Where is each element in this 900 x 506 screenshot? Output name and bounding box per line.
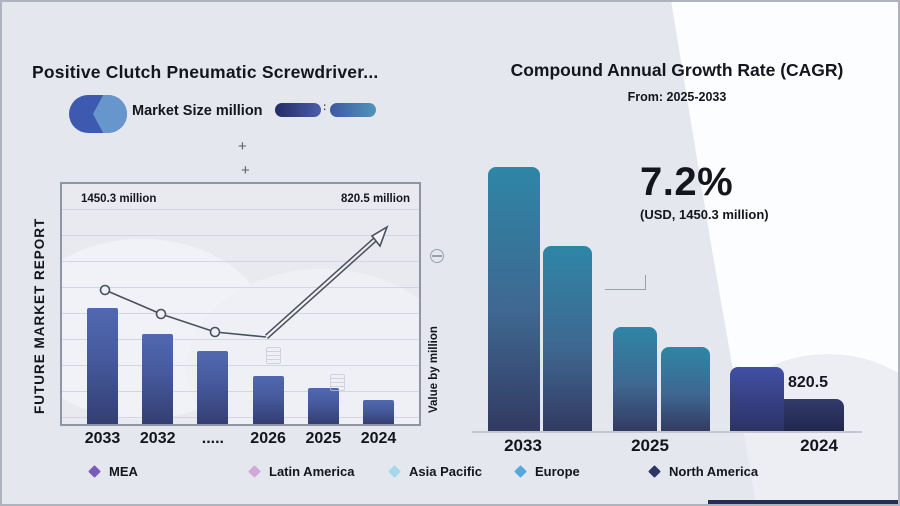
legend-item-europe: Europe	[514, 464, 580, 479]
x-tick-label: 2026	[250, 430, 286, 447]
x-tick-label: 2033	[504, 436, 542, 455]
y-axis-label: Value by million	[428, 326, 440, 413]
legend-item-mea: MEA	[88, 464, 138, 479]
report-title: Positive Clutch Pneumatic Screwdriver...	[32, 62, 379, 82]
legend-diamond-icon	[648, 465, 661, 478]
ratio-pill-right	[330, 103, 376, 117]
legend-label: Latin America	[269, 464, 355, 479]
bar-2033-bar-1	[488, 167, 540, 432]
value-label-2024: 820.5	[788, 374, 829, 391]
ratio-pill-left	[275, 103, 321, 117]
bar-2033	[87, 308, 118, 424]
cagr-detail: (USD, 1450.3 million)	[640, 207, 769, 222]
document-icon	[330, 374, 345, 391]
legend-diamond-icon	[248, 465, 261, 478]
x-tick-label: 2025	[305, 430, 342, 447]
legend-item-latin-america: Latin America	[248, 464, 355, 479]
x-tick-label: 2024	[360, 430, 397, 447]
market-size-label: Market Size million	[132, 103, 263, 119]
accent-strip	[708, 500, 898, 504]
plus-mark-icon: +	[241, 162, 250, 179]
ratio-separator: :	[323, 102, 327, 113]
circle-minus-icon	[430, 249, 444, 263]
annotation-start-value: 1450.3 million	[81, 193, 157, 205]
legend-label: North America	[669, 464, 759, 479]
bar-2024-bar-2	[784, 398, 844, 432]
market-size-chart: 1450.3 million 820.5 million	[60, 182, 421, 426]
cagr-title: Compound Annual Growth Rate (CAGR)	[510, 60, 844, 80]
bar-2026	[252, 376, 284, 424]
x-tick-label: 2025	[631, 436, 669, 455]
step-connector	[605, 275, 646, 290]
bar-2032	[142, 334, 174, 424]
legend-diamond-icon	[388, 465, 401, 478]
cagr-value: 7.2%	[640, 160, 734, 204]
cagr-chart	[475, 167, 860, 432]
legend-label: MEA	[109, 464, 138, 479]
legend-diamond-icon	[88, 465, 101, 478]
bar-2025	[307, 388, 339, 424]
bar-2033-bar-2	[543, 245, 592, 432]
legend-label: Europe	[535, 464, 580, 479]
bar-dots	[197, 351, 229, 424]
bar-2025-bar-2	[661, 346, 710, 432]
x-tick-label: 2024	[800, 436, 838, 455]
legend-item-asia-pacific: Asia Pacific	[388, 464, 482, 479]
bar-2024-bar-1	[730, 367, 784, 432]
document-icon	[266, 347, 281, 364]
side-watermark-label: FUTURE MARKET REPORT	[32, 217, 47, 414]
bar-2024	[363, 400, 394, 424]
region-legend: MEA Latin America Asia Pacific Europe North …	[2, 464, 898, 490]
x-tick-label: .....	[201, 430, 224, 447]
trend-line-overlay	[99, 225, 389, 339]
legend-diamond-icon	[514, 465, 527, 478]
brand-logo-icon	[69, 95, 127, 133]
x-axis-line	[472, 431, 862, 433]
annotation-end-value: 820.5 million	[340, 193, 410, 205]
legend-item-north-america: North America	[648, 464, 759, 479]
plus-mark-icon: +	[238, 138, 247, 155]
x-tick-label: 2032	[139, 430, 176, 447]
brand-logo-hex-icon	[93, 95, 127, 133]
bar-2025-bar-1	[613, 327, 657, 432]
x-tick-label: 2033	[84, 430, 121, 447]
cagr-period: From: 2025-2033	[627, 90, 727, 104]
legend-label: Asia Pacific	[409, 464, 482, 479]
